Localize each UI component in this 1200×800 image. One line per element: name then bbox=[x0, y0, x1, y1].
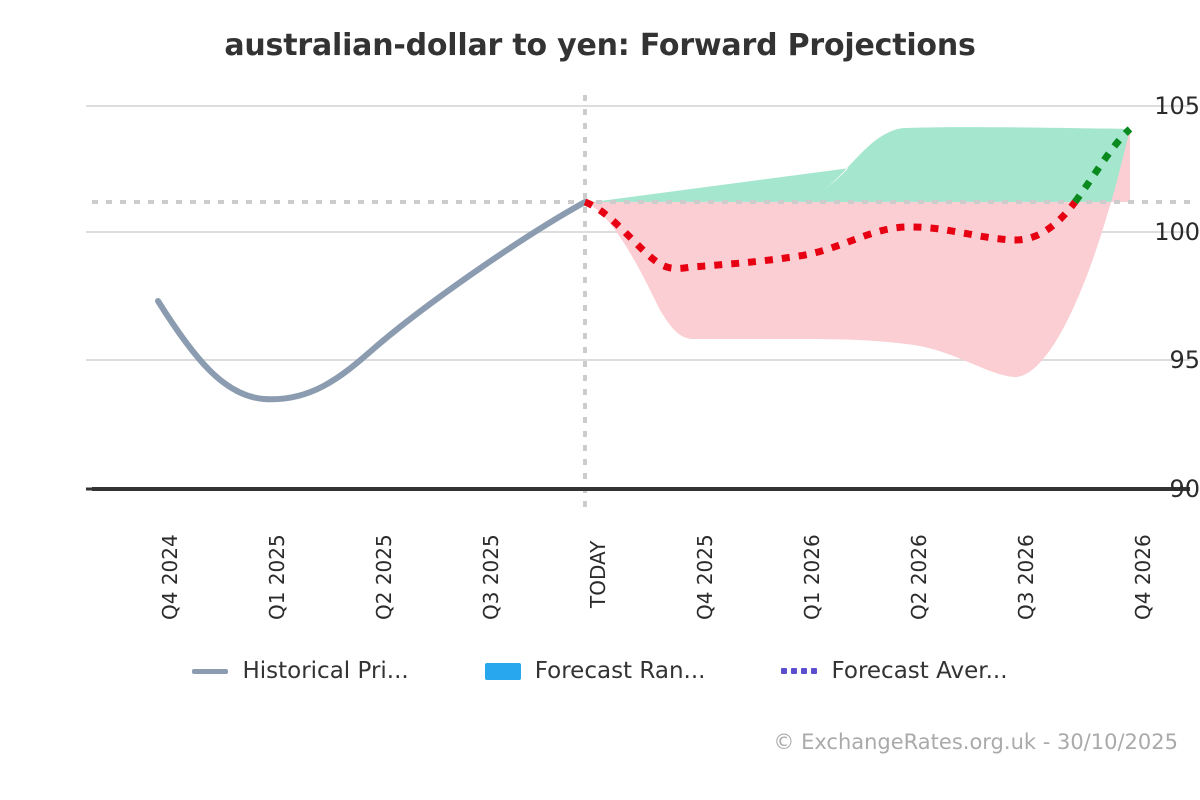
y-tick-95: 95 bbox=[1169, 346, 1200, 374]
page-title: australian-dollar to yen: Forward Projec… bbox=[224, 28, 976, 63]
x-tick-q4-2025: Q4 2025 bbox=[693, 534, 717, 620]
x-tick-q2-2026: Q2 2026 bbox=[907, 534, 931, 620]
x-tick-q3-2026: Q3 2026 bbox=[1014, 534, 1038, 620]
legend-label-forecast-average: Forecast Aver... bbox=[831, 658, 1008, 684]
forecast-average-line-below bbox=[583, 198, 1078, 272]
x-tick-q2-2025: Q2 2025 bbox=[372, 534, 396, 620]
y-tick-90: 90 bbox=[1169, 475, 1200, 503]
legend-item-historical-price[interactable]: Historical Pri... bbox=[192, 658, 409, 684]
box-swatch-icon bbox=[484, 662, 521, 680]
forecast-band-downside bbox=[585, 129, 1130, 378]
x-tick-q3-2025: Q3 2025 bbox=[479, 534, 503, 620]
chart-legend: Historical Pri... Forecast Ran... Foreca… bbox=[0, 658, 1200, 684]
x-tick-q4-2024: Q4 2024 bbox=[158, 534, 182, 620]
x-tick-q1-2025: Q1 2025 bbox=[265, 534, 289, 620]
line-swatch-icon bbox=[192, 668, 229, 674]
forecast-range-band bbox=[585, 127, 1130, 378]
legend-label-historical-price: Historical Pri... bbox=[242, 658, 409, 684]
forecast-band-upside-fill bbox=[585, 128, 1130, 202]
legend-item-forecast-range[interactable]: Forecast Ran... bbox=[484, 658, 706, 684]
legend-label-forecast-range: Forecast Ran... bbox=[534, 658, 706, 684]
dotted-swatch-icon bbox=[781, 668, 818, 674]
y-tick-100: 100 bbox=[1154, 218, 1200, 246]
legend-item-forecast-average[interactable]: Forecast Aver... bbox=[781, 658, 1008, 684]
y-tick-105: 105 bbox=[1154, 92, 1200, 120]
y-axis-ticks bbox=[86, 105, 92, 491]
copyright-credit: © ExchangeRates.org.uk - 30/10/2025 bbox=[773, 730, 1178, 754]
x-tick-today: TODAY bbox=[586, 540, 610, 608]
historical-price-line bbox=[155, 199, 588, 403]
x-tick-q1-2026: Q1 2026 bbox=[800, 534, 824, 620]
x-tick-q4-2026: Q4 2026 bbox=[1131, 534, 1155, 620]
